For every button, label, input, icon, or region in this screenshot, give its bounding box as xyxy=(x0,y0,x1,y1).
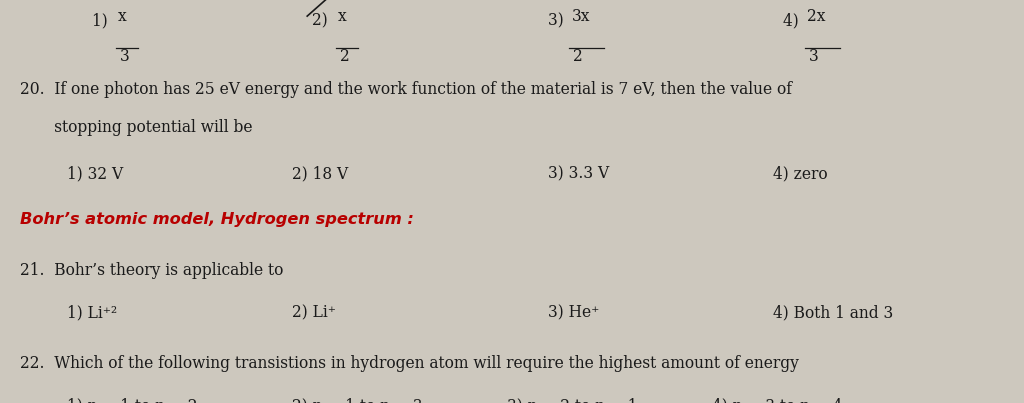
Text: 2: 2 xyxy=(573,48,584,65)
Text: 2) n = 1 to n = 3: 2) n = 1 to n = 3 xyxy=(292,397,422,403)
Text: x: x xyxy=(338,8,347,25)
Text: 3: 3 xyxy=(120,48,130,65)
Text: 4) Both 1 and 3: 4) Both 1 and 3 xyxy=(773,304,893,321)
Text: 4) zero: 4) zero xyxy=(773,165,827,182)
Text: 2) Li⁺: 2) Li⁺ xyxy=(292,304,336,321)
Text: 3x: 3x xyxy=(571,8,590,25)
Text: 1) Li⁺²: 1) Li⁺² xyxy=(67,304,117,321)
Text: 3) 3.3 V: 3) 3.3 V xyxy=(548,165,609,182)
Text: 20.  If one photon has 25 eV energy and the work function of the material is 7 e: 20. If one photon has 25 eV energy and t… xyxy=(20,81,793,98)
Text: 1) n = 1 to n = 2: 1) n = 1 to n = 2 xyxy=(67,397,197,403)
Text: 3): 3) xyxy=(548,12,568,29)
Text: 2) 18 V: 2) 18 V xyxy=(292,165,348,182)
Text: 21.  Bohr’s theory is applicable to: 21. Bohr’s theory is applicable to xyxy=(20,262,284,279)
Text: 1): 1) xyxy=(92,12,113,29)
Text: 4) n = 3 to n = 4: 4) n = 3 to n = 4 xyxy=(712,397,842,403)
Text: 3: 3 xyxy=(809,48,819,65)
Text: 3) He⁺: 3) He⁺ xyxy=(548,304,599,321)
Text: stopping potential will be: stopping potential will be xyxy=(20,119,253,136)
Text: 2x: 2x xyxy=(807,8,825,25)
Text: x: x xyxy=(118,8,127,25)
Text: 4): 4) xyxy=(783,12,804,29)
Text: 1) 32 V: 1) 32 V xyxy=(67,165,123,182)
Text: 2): 2) xyxy=(312,12,328,29)
Text: 3) n = 2 to n = 1: 3) n = 2 to n = 1 xyxy=(507,397,637,403)
Text: 22.  Which of the following transistions in hydrogen atom will require the highe: 22. Which of the following transistions … xyxy=(20,355,800,372)
Text: 2: 2 xyxy=(340,48,350,65)
Text: Bohr’s atomic model, Hydrogen spectrum :: Bohr’s atomic model, Hydrogen spectrum : xyxy=(20,212,415,226)
